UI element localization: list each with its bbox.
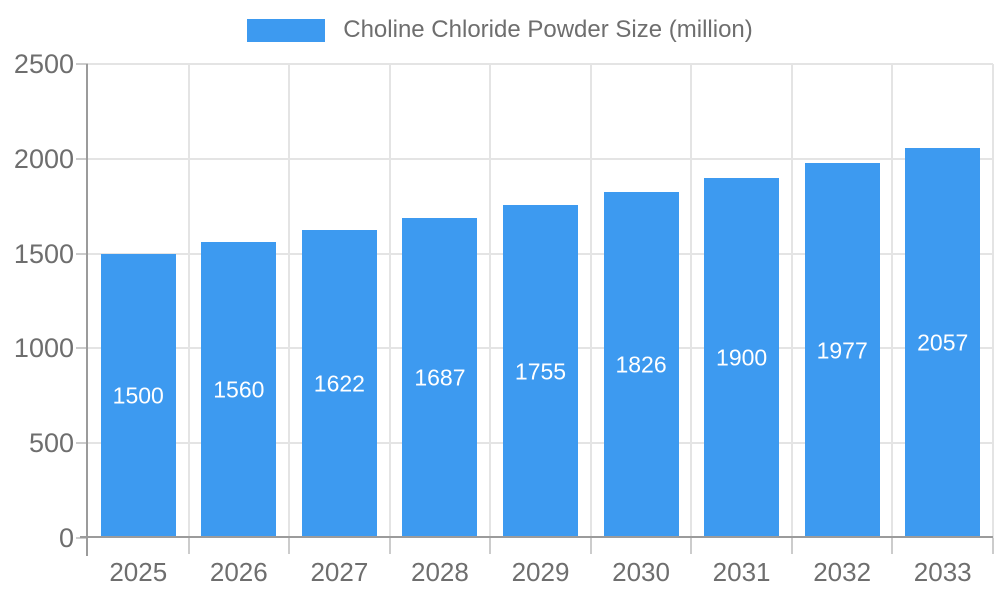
y-tick <box>76 63 88 65</box>
x-gridline <box>690 64 693 538</box>
y-tick <box>76 537 88 539</box>
y-tick <box>76 252 88 255</box>
x-gridline <box>891 64 894 538</box>
chart-legend: Choline Chloride Powder Size (million) <box>0 16 1000 44</box>
y-gridline <box>88 63 993 65</box>
y-axis-tick-label: 1000 <box>13 333 74 364</box>
bar-value-label: 1622 <box>313 370 365 397</box>
bar-value-label: 1900 <box>716 344 768 371</box>
x-axis-tick-label: 2029 <box>511 557 570 587</box>
x-gridline <box>589 64 592 538</box>
x-axis-tick-label: 2033 <box>913 557 972 587</box>
x-axis-line <box>80 536 993 538</box>
bar-2033[interactable] <box>905 147 981 538</box>
bar-value-label: 1687 <box>414 364 466 391</box>
x-tick <box>288 538 291 554</box>
bar-value-label: 1500 <box>112 382 164 409</box>
x-axis-tick-label: 2031 <box>712 557 771 587</box>
bar-value-label: 2057 <box>917 329 969 356</box>
x-gridline <box>790 64 793 538</box>
bar-2031[interactable] <box>704 177 780 538</box>
x-tick <box>589 538 592 554</box>
y-axis-tick-label: 0 <box>58 523 74 553</box>
x-gridline <box>489 64 492 538</box>
bar-value-label: 1826 <box>615 351 667 378</box>
y-tick <box>76 347 88 350</box>
x-tick <box>489 538 492 554</box>
x-tick <box>388 538 391 554</box>
x-tick <box>790 538 793 554</box>
legend-label: Choline Chloride Powder Size (million) <box>343 16 753 43</box>
bar-2026[interactable] <box>201 242 277 538</box>
x-tick <box>891 538 894 554</box>
x-axis-tick-label: 2025 <box>109 557 168 587</box>
bar-value-label: 1560 <box>213 376 265 403</box>
y-axis-tick-label: 500 <box>28 428 74 459</box>
x-gridline <box>288 64 291 538</box>
x-axis-tick-label: 2026 <box>209 557 268 587</box>
legend-color-swatch <box>247 18 326 42</box>
bar-value-label: 1977 <box>816 337 868 364</box>
legend-item[interactable]: Choline Chloride Powder Size (million) <box>247 16 753 44</box>
bar-2030[interactable] <box>603 191 679 538</box>
y-tick <box>76 157 88 160</box>
x-gridline <box>992 64 994 538</box>
x-gridline <box>388 64 391 538</box>
y-tick <box>76 442 88 445</box>
x-gridline <box>187 64 190 538</box>
bar-value-label: 1755 <box>514 358 567 385</box>
bar-2025[interactable] <box>100 253 176 538</box>
bar-2027[interactable] <box>301 230 377 538</box>
y-axis-tick-label: 1500 <box>13 238 74 269</box>
bar-2029[interactable] <box>503 205 578 538</box>
x-axis-tick-label: 2028 <box>411 557 469 587</box>
bar-2028[interactable] <box>402 218 478 538</box>
y-axis-tick-label: 2500 <box>13 49 74 79</box>
y-axis-tick-label: 2000 <box>13 143 74 174</box>
x-tick <box>992 538 994 554</box>
bar-2032[interactable] <box>804 163 880 538</box>
x-tick <box>187 538 190 554</box>
x-tick <box>690 538 693 554</box>
x-axis-tick-label: 2030 <box>612 557 670 587</box>
y-axis-line <box>86 64 88 556</box>
y-gridline <box>88 157 993 160</box>
x-axis-tick-label: 2027 <box>310 557 369 587</box>
x-axis-tick-label: 2032 <box>813 557 872 587</box>
